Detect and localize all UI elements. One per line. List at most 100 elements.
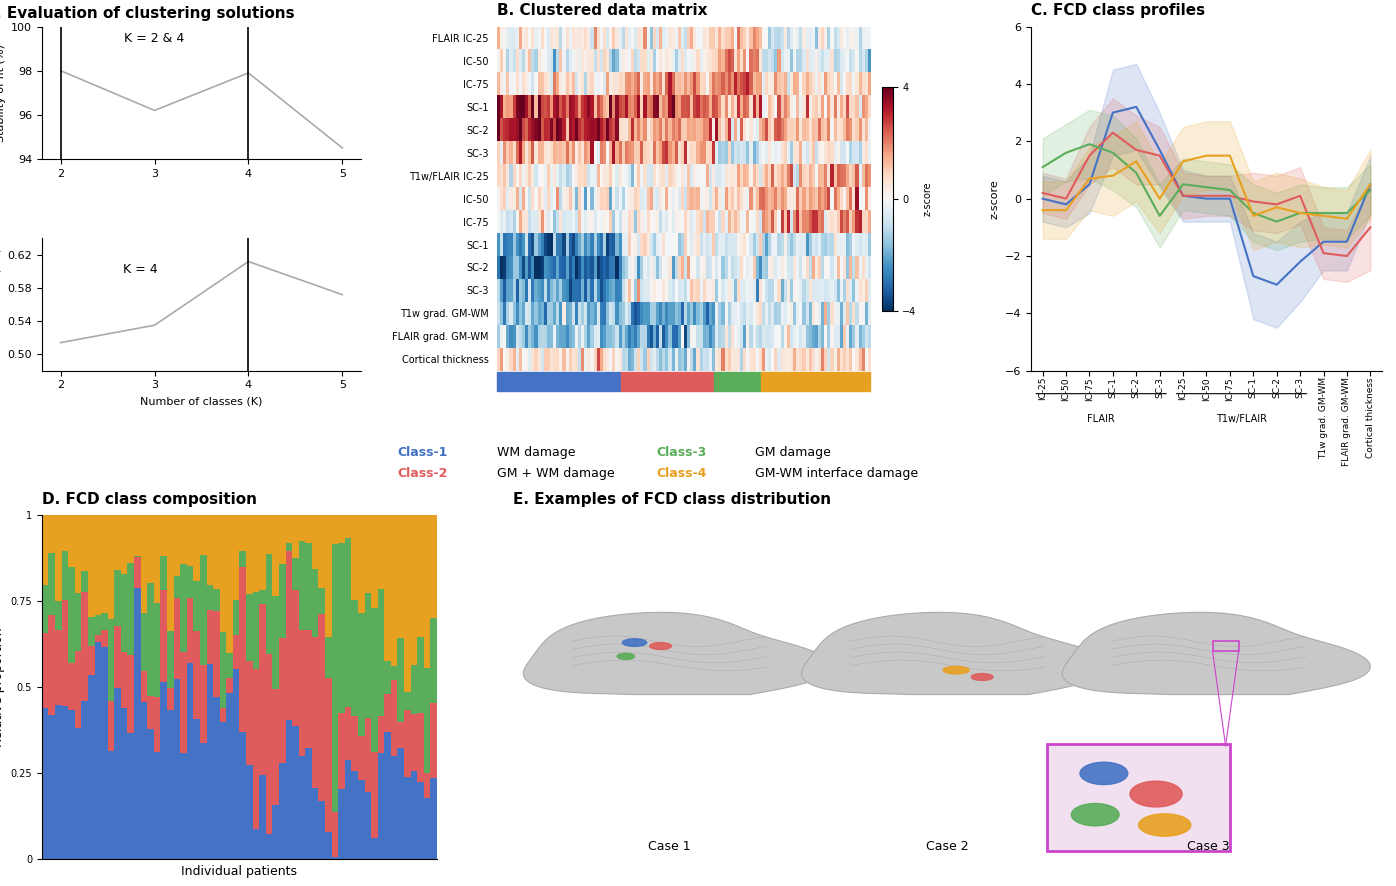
Bar xyxy=(233,669,240,859)
Polygon shape xyxy=(524,612,832,695)
Bar xyxy=(253,828,260,859)
Bar xyxy=(364,792,371,859)
Polygon shape xyxy=(1062,612,1371,695)
Bar xyxy=(173,576,180,598)
Bar xyxy=(161,556,168,590)
Bar xyxy=(141,703,147,859)
Bar xyxy=(497,372,621,392)
Bar xyxy=(173,680,180,859)
Bar xyxy=(311,637,318,789)
Bar xyxy=(378,753,384,859)
Bar xyxy=(42,586,49,633)
Bar xyxy=(410,664,417,714)
Polygon shape xyxy=(801,612,1110,695)
Bar xyxy=(391,666,398,680)
Bar xyxy=(75,728,81,859)
Bar xyxy=(127,733,134,859)
Bar xyxy=(357,516,364,612)
Bar xyxy=(424,668,430,773)
Bar xyxy=(1213,641,1238,651)
Bar xyxy=(311,516,318,569)
Bar xyxy=(147,728,154,859)
Bar xyxy=(279,638,286,763)
Bar xyxy=(107,750,114,859)
Bar xyxy=(272,595,279,689)
Bar xyxy=(325,637,332,678)
Bar xyxy=(403,710,410,777)
Bar xyxy=(75,516,81,593)
Bar xyxy=(219,722,226,859)
Bar xyxy=(134,516,141,556)
Bar xyxy=(417,712,424,782)
Text: GM damage: GM damage xyxy=(751,447,831,459)
Bar xyxy=(403,516,410,692)
Bar xyxy=(49,554,54,616)
Bar xyxy=(391,680,398,756)
Bar xyxy=(311,789,318,859)
Bar xyxy=(430,618,437,703)
Bar xyxy=(154,697,161,752)
Bar xyxy=(384,733,391,859)
Bar xyxy=(207,610,214,664)
Bar xyxy=(253,592,260,669)
Bar xyxy=(311,569,318,637)
Bar xyxy=(403,692,410,710)
Bar xyxy=(141,672,147,703)
Bar xyxy=(371,752,378,838)
Bar xyxy=(318,516,325,588)
Text: WM damage: WM damage xyxy=(493,447,575,459)
Bar xyxy=(292,558,299,590)
Bar xyxy=(410,771,417,859)
Text: Class-2: Class-2 xyxy=(398,467,448,479)
Text: Case 3: Case 3 xyxy=(1187,840,1230,852)
Bar xyxy=(246,516,253,594)
Bar xyxy=(417,516,424,636)
Bar xyxy=(265,834,272,859)
Bar xyxy=(107,619,114,701)
Bar xyxy=(352,601,357,716)
Bar xyxy=(226,679,233,693)
Bar xyxy=(299,756,306,859)
Bar xyxy=(306,630,311,748)
Y-axis label: Relative proportion: Relative proportion xyxy=(0,627,6,747)
Bar xyxy=(200,743,207,859)
Bar xyxy=(114,688,121,859)
Bar xyxy=(384,516,391,662)
Bar xyxy=(207,664,214,859)
Bar xyxy=(325,678,332,832)
Bar xyxy=(214,589,219,611)
Y-axis label: z-score: z-score xyxy=(990,179,1000,219)
Bar xyxy=(318,801,325,859)
Bar xyxy=(338,789,345,859)
Bar xyxy=(173,598,180,680)
Bar xyxy=(325,516,332,637)
Bar xyxy=(95,615,101,635)
Bar xyxy=(265,654,272,834)
Bar xyxy=(384,694,391,733)
Ellipse shape xyxy=(1081,762,1128,785)
Bar xyxy=(54,516,61,601)
Bar xyxy=(114,516,121,570)
Bar xyxy=(187,566,193,598)
Bar xyxy=(286,543,292,551)
Bar xyxy=(95,516,101,615)
Bar xyxy=(75,593,81,650)
X-axis label: Individual patients: Individual patients xyxy=(181,865,297,878)
Bar xyxy=(42,708,49,859)
Text: B. Clustered data matrix: B. Clustered data matrix xyxy=(497,4,706,19)
Bar xyxy=(168,711,173,859)
Bar xyxy=(180,516,187,564)
Bar xyxy=(715,372,761,392)
Bar xyxy=(147,583,154,696)
Bar xyxy=(286,551,292,720)
Bar xyxy=(265,516,272,554)
Bar xyxy=(54,630,61,704)
Bar xyxy=(214,697,219,859)
Bar xyxy=(127,563,134,655)
Bar xyxy=(207,585,214,610)
Bar xyxy=(127,655,134,733)
Bar xyxy=(226,654,233,679)
Bar xyxy=(121,708,127,859)
Bar xyxy=(292,516,299,558)
Ellipse shape xyxy=(972,673,993,680)
